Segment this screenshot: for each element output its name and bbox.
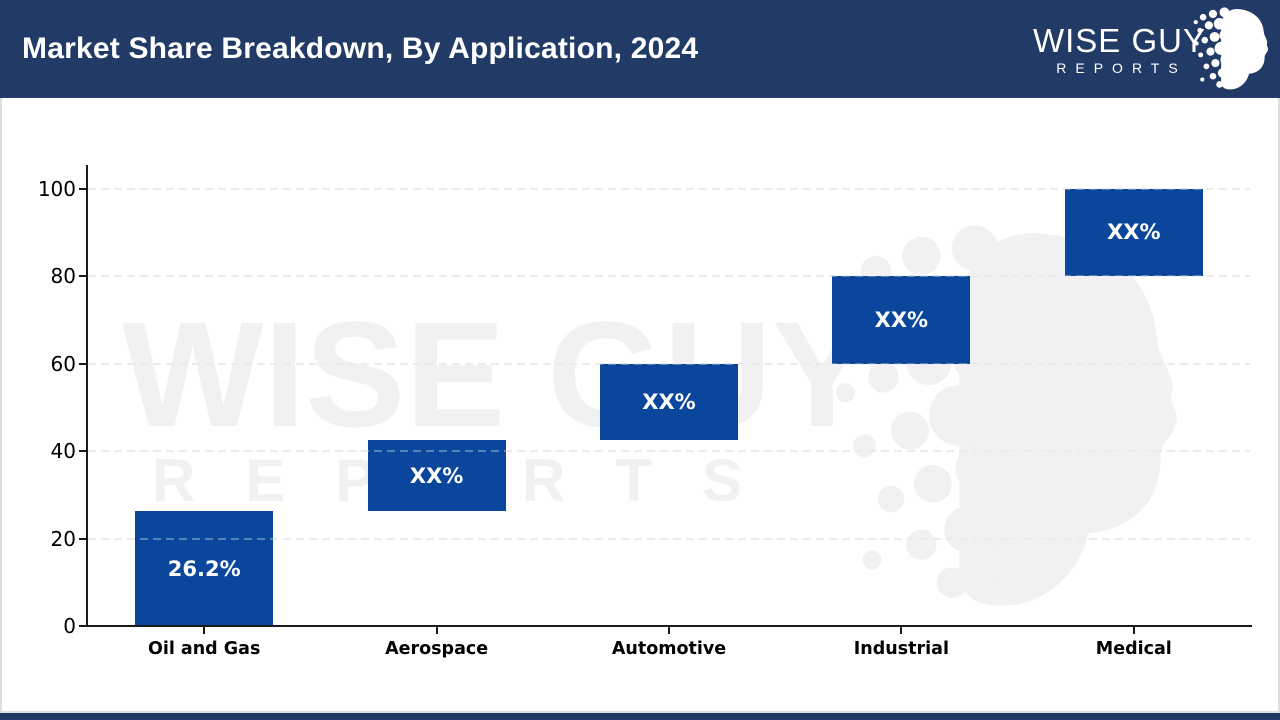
x-tick-mark <box>668 627 670 634</box>
watermark-wiseguy-text: WISE GUY <box>122 290 873 458</box>
y-tick-label: 80 <box>50 264 76 288</box>
bar-value-label: XX% <box>409 463 464 488</box>
bar: XX% <box>600 363 738 441</box>
bar-value-label: XX% <box>874 307 929 332</box>
wiseguy-logo: WISE GUY REPORTS <box>1033 4 1272 96</box>
gridline-overlay <box>88 275 1250 277</box>
x-tick-label: Aerospace <box>385 639 489 659</box>
y-tick-mark <box>79 187 88 190</box>
x-axis-spine <box>86 625 1252 627</box>
gridline-overlay <box>88 362 1250 365</box>
y-tick-label: 0 <box>63 614 76 638</box>
bar: XX% <box>832 276 971 364</box>
x-tick-mark <box>900 627 903 634</box>
page-title: Market Share Breakdown, By Application, … <box>22 32 699 65</box>
y-tick-label: 60 <box>50 351 76 376</box>
x-tick-mark <box>435 627 438 634</box>
logo-text: WISE GUY REPORTS <box>1033 24 1206 76</box>
x-tick-label: Medical <box>1095 639 1172 659</box>
y-tick-mark <box>79 362 88 365</box>
y-tick-mark <box>79 450 88 452</box>
bar-value-label: XX% <box>642 389 696 414</box>
bar: 26.2% <box>135 511 274 626</box>
y-tick-label: 20 <box>50 526 76 551</box>
x-tick-label: Automotive <box>611 639 727 659</box>
gridline <box>88 450 1250 452</box>
y-tick-label: 40 <box>50 439 76 463</box>
x-tick-mark <box>1132 627 1135 634</box>
x-tick-label: Oil and Gas <box>147 639 261 659</box>
logo-reports-label: REPORTS <box>1056 59 1187 76</box>
bar: XX% <box>1064 188 1203 276</box>
y-tick-mark <box>79 537 88 540</box>
bar-value-label: 26.2% <box>167 556 241 581</box>
x-tick-label: Industrial <box>853 639 949 659</box>
gridline-overlay <box>88 450 1250 452</box>
header-bar: Market Share Breakdown, By Application, … <box>0 0 1280 98</box>
gridline-overlay <box>88 187 1250 190</box>
y-tick-mark <box>79 625 88 627</box>
bar-value-label: XX% <box>1107 220 1161 245</box>
footer-bar <box>0 713 1280 720</box>
y-tick-mark <box>79 275 88 277</box>
logo-wiseguy-label: WISE GUY <box>1032 22 1206 60</box>
bar: XX% <box>367 440 506 512</box>
gridline <box>88 275 1250 277</box>
y-tick-label: 100 <box>37 176 76 201</box>
gridline <box>88 537 1250 540</box>
x-tick-mark <box>203 627 206 634</box>
gridline-overlay <box>88 537 1250 540</box>
gridline <box>88 187 1250 190</box>
y-axis-spine <box>86 165 88 627</box>
